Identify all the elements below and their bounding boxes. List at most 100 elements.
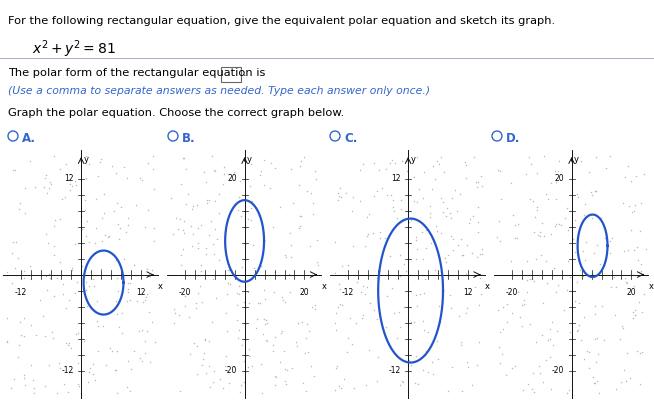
Point bbox=[64, 369, 75, 376]
Point bbox=[55, 365, 65, 372]
Point bbox=[348, 193, 358, 200]
Point bbox=[179, 230, 190, 237]
Point bbox=[349, 271, 360, 278]
Point bbox=[148, 225, 159, 231]
Point bbox=[424, 213, 435, 220]
Point bbox=[144, 270, 154, 277]
Point bbox=[475, 250, 485, 257]
Point bbox=[16, 332, 26, 339]
Point bbox=[244, 346, 254, 352]
Point bbox=[465, 216, 475, 223]
Point bbox=[192, 343, 202, 349]
Point bbox=[201, 369, 211, 376]
Point bbox=[235, 213, 246, 219]
Point bbox=[584, 168, 594, 175]
Point bbox=[395, 251, 405, 258]
Point bbox=[96, 266, 107, 272]
Point bbox=[411, 237, 421, 243]
Point bbox=[462, 359, 472, 365]
Point bbox=[542, 196, 553, 203]
Point bbox=[354, 198, 365, 205]
Point bbox=[570, 288, 580, 295]
Point bbox=[191, 305, 201, 311]
Point bbox=[301, 335, 311, 342]
Point bbox=[541, 258, 551, 265]
Text: For the following rectangular equation, give the equivalent polar equation and s: For the following rectangular equation, … bbox=[8, 16, 555, 26]
Point bbox=[375, 235, 386, 241]
Point bbox=[176, 262, 186, 269]
Point bbox=[576, 337, 587, 344]
Point bbox=[458, 252, 468, 259]
Point bbox=[332, 363, 342, 369]
Point bbox=[65, 181, 75, 187]
Point bbox=[286, 242, 296, 248]
Point bbox=[636, 267, 646, 274]
Point bbox=[473, 219, 483, 225]
Point bbox=[438, 198, 449, 205]
Point bbox=[634, 268, 644, 275]
Point bbox=[64, 340, 75, 347]
Point bbox=[84, 364, 95, 371]
Text: A.: A. bbox=[22, 132, 36, 145]
Point bbox=[105, 344, 115, 351]
Point bbox=[415, 290, 425, 297]
Point bbox=[294, 162, 305, 169]
Point bbox=[472, 362, 482, 369]
Point bbox=[188, 203, 199, 209]
Point bbox=[117, 310, 128, 317]
Point bbox=[75, 324, 86, 331]
Point bbox=[463, 364, 473, 371]
Point bbox=[495, 167, 506, 174]
Point bbox=[14, 206, 24, 213]
Point bbox=[330, 270, 341, 276]
Point bbox=[456, 251, 467, 258]
Point bbox=[627, 209, 637, 215]
Point bbox=[347, 208, 357, 214]
Point bbox=[394, 324, 405, 331]
Point bbox=[185, 351, 196, 357]
Point bbox=[122, 280, 133, 287]
Point bbox=[61, 161, 71, 168]
Point bbox=[611, 385, 621, 392]
Point bbox=[300, 154, 310, 161]
Point bbox=[477, 250, 487, 257]
Point bbox=[257, 390, 267, 397]
Point bbox=[14, 342, 24, 349]
Point bbox=[522, 257, 532, 264]
Point bbox=[627, 314, 638, 321]
Point bbox=[532, 203, 543, 210]
Point bbox=[567, 159, 577, 166]
Text: 20: 20 bbox=[300, 288, 309, 297]
Point bbox=[621, 279, 632, 285]
Point bbox=[434, 303, 444, 310]
Point bbox=[139, 297, 150, 304]
Point bbox=[544, 335, 555, 342]
Point bbox=[381, 166, 391, 173]
Point bbox=[579, 212, 589, 218]
Point bbox=[124, 388, 135, 395]
Point bbox=[6, 385, 16, 392]
Point bbox=[436, 195, 447, 201]
Point bbox=[360, 382, 371, 389]
Point bbox=[512, 221, 523, 228]
Point bbox=[528, 228, 539, 235]
Point bbox=[26, 362, 36, 369]
Text: 12: 12 bbox=[136, 288, 146, 297]
Point bbox=[455, 339, 466, 345]
Point bbox=[221, 290, 232, 297]
Point bbox=[568, 235, 578, 242]
Point bbox=[122, 174, 133, 181]
Point bbox=[293, 320, 303, 327]
Point bbox=[551, 179, 561, 186]
Point bbox=[55, 216, 65, 223]
Point bbox=[333, 197, 343, 203]
Point bbox=[309, 167, 320, 174]
Point bbox=[166, 195, 177, 202]
Point bbox=[201, 251, 212, 258]
Point bbox=[173, 226, 183, 233]
Point bbox=[360, 291, 370, 298]
Point bbox=[99, 210, 109, 217]
Point bbox=[268, 342, 279, 349]
Point bbox=[590, 302, 600, 309]
Point bbox=[439, 168, 449, 175]
